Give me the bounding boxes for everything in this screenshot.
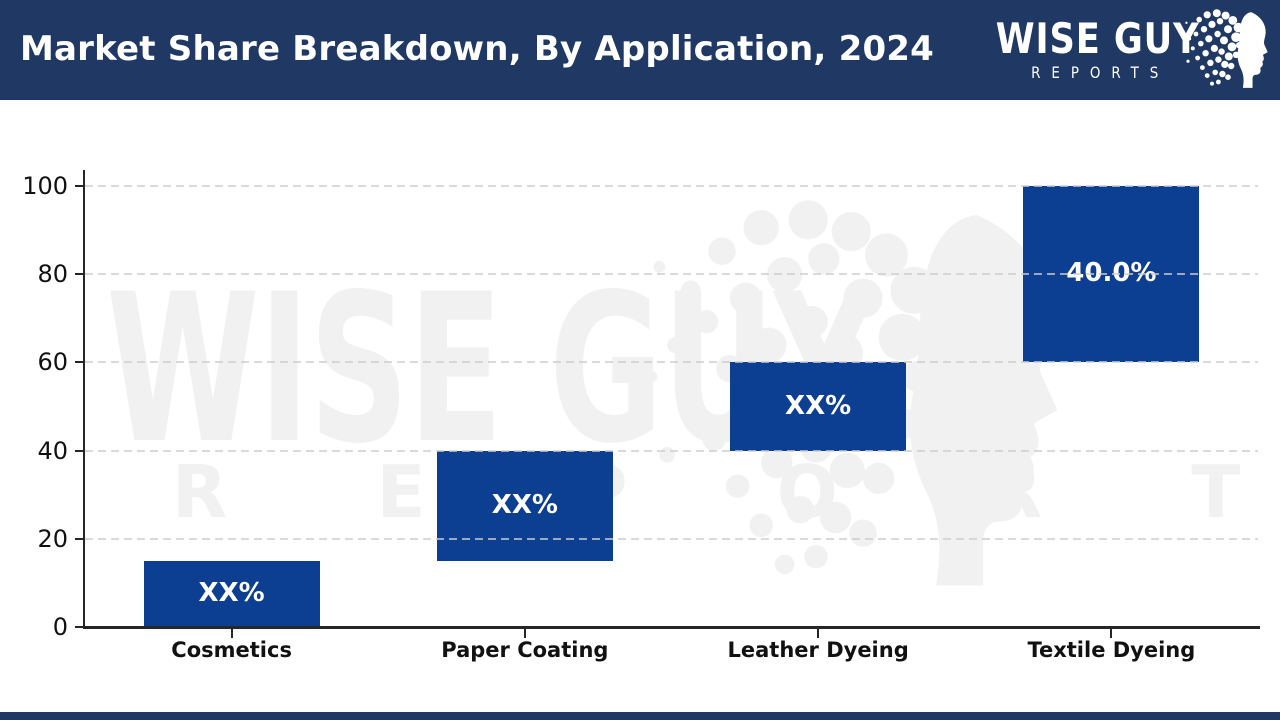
x-tick-label-cosmetics: Cosmetics — [171, 638, 292, 662]
logo-subtitle: REPORTS — [1031, 63, 1170, 82]
page-title: Market Share Breakdown, By Application, … — [20, 29, 935, 70]
y-tick-label: 60 — [37, 348, 68, 377]
y-tick-mark — [75, 537, 84, 540]
x-tick-mark — [523, 629, 526, 638]
y-axis-spine — [83, 170, 85, 628]
bar-paper-coating: XX% — [436, 450, 613, 561]
x-tick-mark — [817, 629, 820, 638]
x-tick-label-paper-coating: Paper Coating — [441, 638, 609, 662]
bar-leather-dyeing: XX% — [730, 362, 907, 451]
x-tick-label-leather-dyeing: Leather Dyeing — [727, 638, 909, 662]
bar-label: XX% — [785, 390, 852, 421]
y-tick-mark — [75, 361, 84, 364]
gridline-40 — [85, 449, 1258, 452]
header: Market Share Breakdown, By Application, … — [0, 0, 1280, 100]
y-tick-label: 20 — [37, 524, 68, 553]
x-tick-mark — [230, 629, 233, 638]
bar-label: XX% — [491, 489, 558, 520]
y-tick-label: 80 — [37, 260, 68, 289]
y-tick-mark — [75, 626, 84, 628]
y-tick-mark — [75, 449, 84, 452]
x-tick-mark — [1110, 629, 1113, 638]
y-tick-label: 100 — [22, 172, 68, 200]
x-tick-label-textile-dyeing: Textile Dyeing — [1027, 638, 1196, 662]
gridline-60 — [85, 361, 1258, 364]
bar-cosmetics: XX% — [143, 560, 320, 627]
y-tick-label: 0 — [52, 613, 68, 641]
gridline-20 — [85, 537, 1258, 540]
gridline-100 — [85, 185, 1258, 187]
y-tick-mark — [75, 273, 84, 276]
bar-label: 40.0% — [1066, 258, 1157, 289]
wise-guy-logo: WISE GUY REPORTS — [957, 6, 1276, 94]
plot-area: XX% XX% XX% 40.0% — [85, 170, 1258, 627]
gridline-80 — [85, 273, 1258, 276]
bar-label: XX% — [198, 577, 265, 608]
y-tick-mark — [75, 185, 84, 187]
logo-text: WISE GUY REPORTS — [996, 14, 1200, 83]
logo-wordmark: WISE GUY — [996, 14, 1200, 63]
x-axis-spine — [83, 626, 1260, 629]
y-tick-label: 40 — [37, 436, 68, 465]
bottom-bar — [0, 712, 1280, 720]
